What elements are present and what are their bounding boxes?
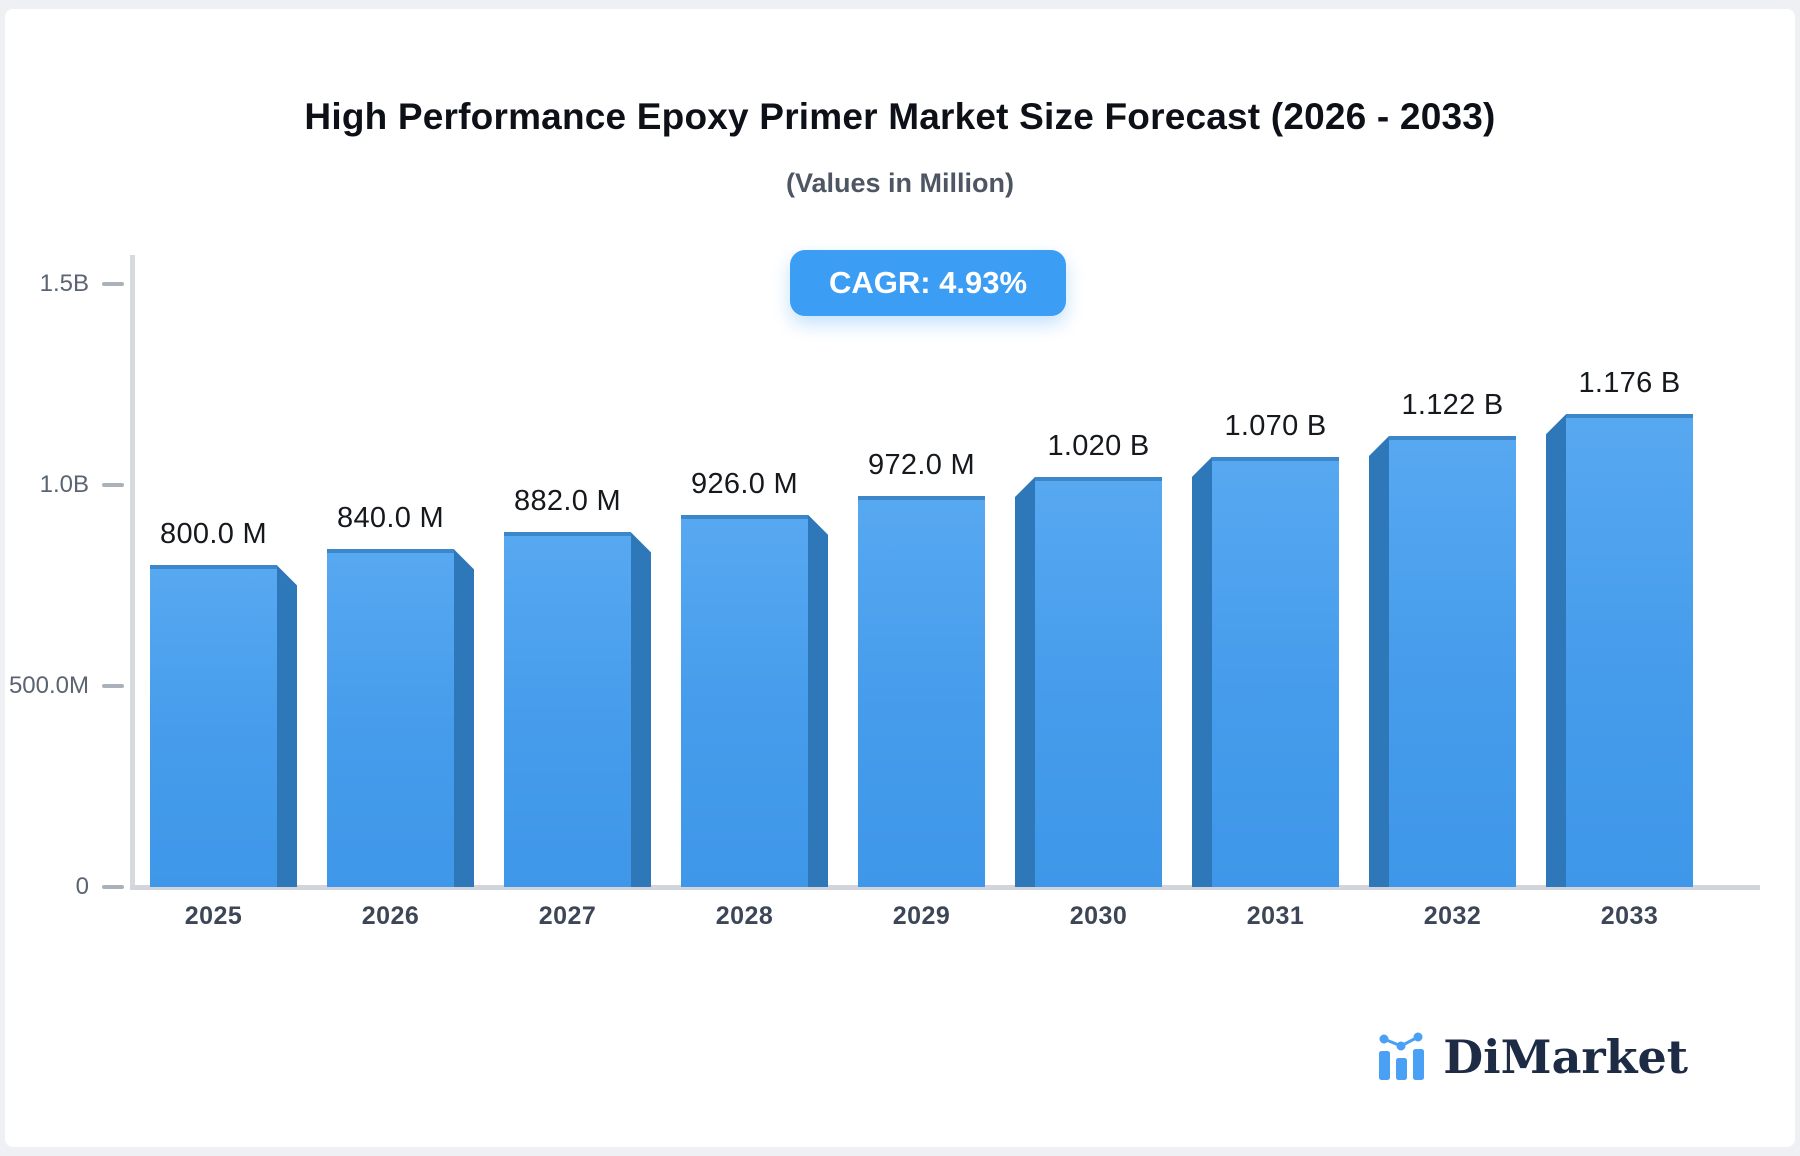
- bar-2026[interactable]: [327, 549, 454, 887]
- bar-value-label-2033: 1.176 B: [1578, 367, 1681, 400]
- bar-side-face: [454, 549, 474, 887]
- bar-side-face: [808, 514, 828, 887]
- x-axis-label-2028: 2028: [715, 902, 774, 930]
- bar-2032[interactable]: [1389, 435, 1516, 887]
- bar-side-face: [1192, 456, 1212, 887]
- x-axis-label-2030: 2030: [1069, 902, 1128, 930]
- bar-2033[interactable]: [1566, 414, 1693, 887]
- tick-dash: [102, 885, 124, 889]
- bar-2031[interactable]: [1212, 456, 1339, 887]
- bar-value-label-2028: 926.0 M: [691, 467, 798, 500]
- bar-value-label-2027: 882.0 M: [514, 485, 621, 518]
- chart-title: High Performance Epoxy Primer Market Siz…: [304, 96, 1496, 137]
- bar-side-face: [1546, 414, 1566, 887]
- x-axis-label-2029: 2029: [892, 902, 951, 930]
- x-axis-label-2031: 2031: [1246, 902, 1305, 930]
- bar-value-label-2031: 1.070 B: [1224, 409, 1327, 442]
- y-tick-label: 0: [75, 873, 89, 900]
- tick-dash: [102, 684, 124, 688]
- brand-logo: DiMarket: [1375, 1030, 1688, 1084]
- bar-value-label-2029: 972.0 M: [868, 449, 975, 482]
- y-tick-1-0b: 1.0B: [0, 470, 124, 500]
- bar-2027[interactable]: [504, 532, 631, 887]
- chart-subtitle: (Values in Million): [785, 168, 1015, 198]
- mini-bar-chart-logo-icon: [1379, 1032, 1425, 1080]
- cagr-badge: CAGR: 4.93%: [790, 250, 1066, 316]
- bar-value-label-2030: 1.020 B: [1047, 429, 1150, 462]
- bar-2025[interactable]: [150, 565, 277, 887]
- bar-value-label-2025: 800.0 M: [160, 518, 267, 551]
- bar-2029[interactable]: [858, 496, 985, 887]
- bar-value-label-2032: 1.122 B: [1401, 388, 1504, 421]
- y-tick-0: 0: [0, 872, 124, 902]
- bar-side-face: [1369, 435, 1389, 887]
- bar-side-face: [631, 532, 651, 887]
- x-axis-label-2033: 2033: [1600, 902, 1659, 930]
- tick-dash: [102, 282, 124, 286]
- x-axis-label-2025: 2025: [184, 902, 243, 930]
- y-tick-label: 500.0M: [8, 672, 89, 699]
- tick-dash: [102, 483, 124, 487]
- x-axis-label-2032: 2032: [1423, 902, 1482, 930]
- x-axis-line: [130, 885, 1760, 890]
- y-tick-500m: 500.0M: [0, 671, 124, 701]
- bar-side-face: [1015, 476, 1035, 887]
- bar-value-label-2026: 840.0 M: [337, 502, 444, 535]
- y-tick-label: 1.5B: [39, 270, 89, 297]
- y-tick-label: 1.0B: [39, 471, 89, 498]
- y-tick-1-5b: 1.5B: [0, 269, 124, 299]
- brand-name: DiMarket: [1443, 1030, 1688, 1084]
- x-axis-label-2027: 2027: [538, 902, 597, 930]
- bar-2028[interactable]: [681, 514, 808, 887]
- bar-2030[interactable]: [1035, 476, 1162, 887]
- y-axis-line: [130, 255, 135, 889]
- bar-side-face: [277, 565, 297, 887]
- x-axis-label-2026: 2026: [361, 902, 420, 930]
